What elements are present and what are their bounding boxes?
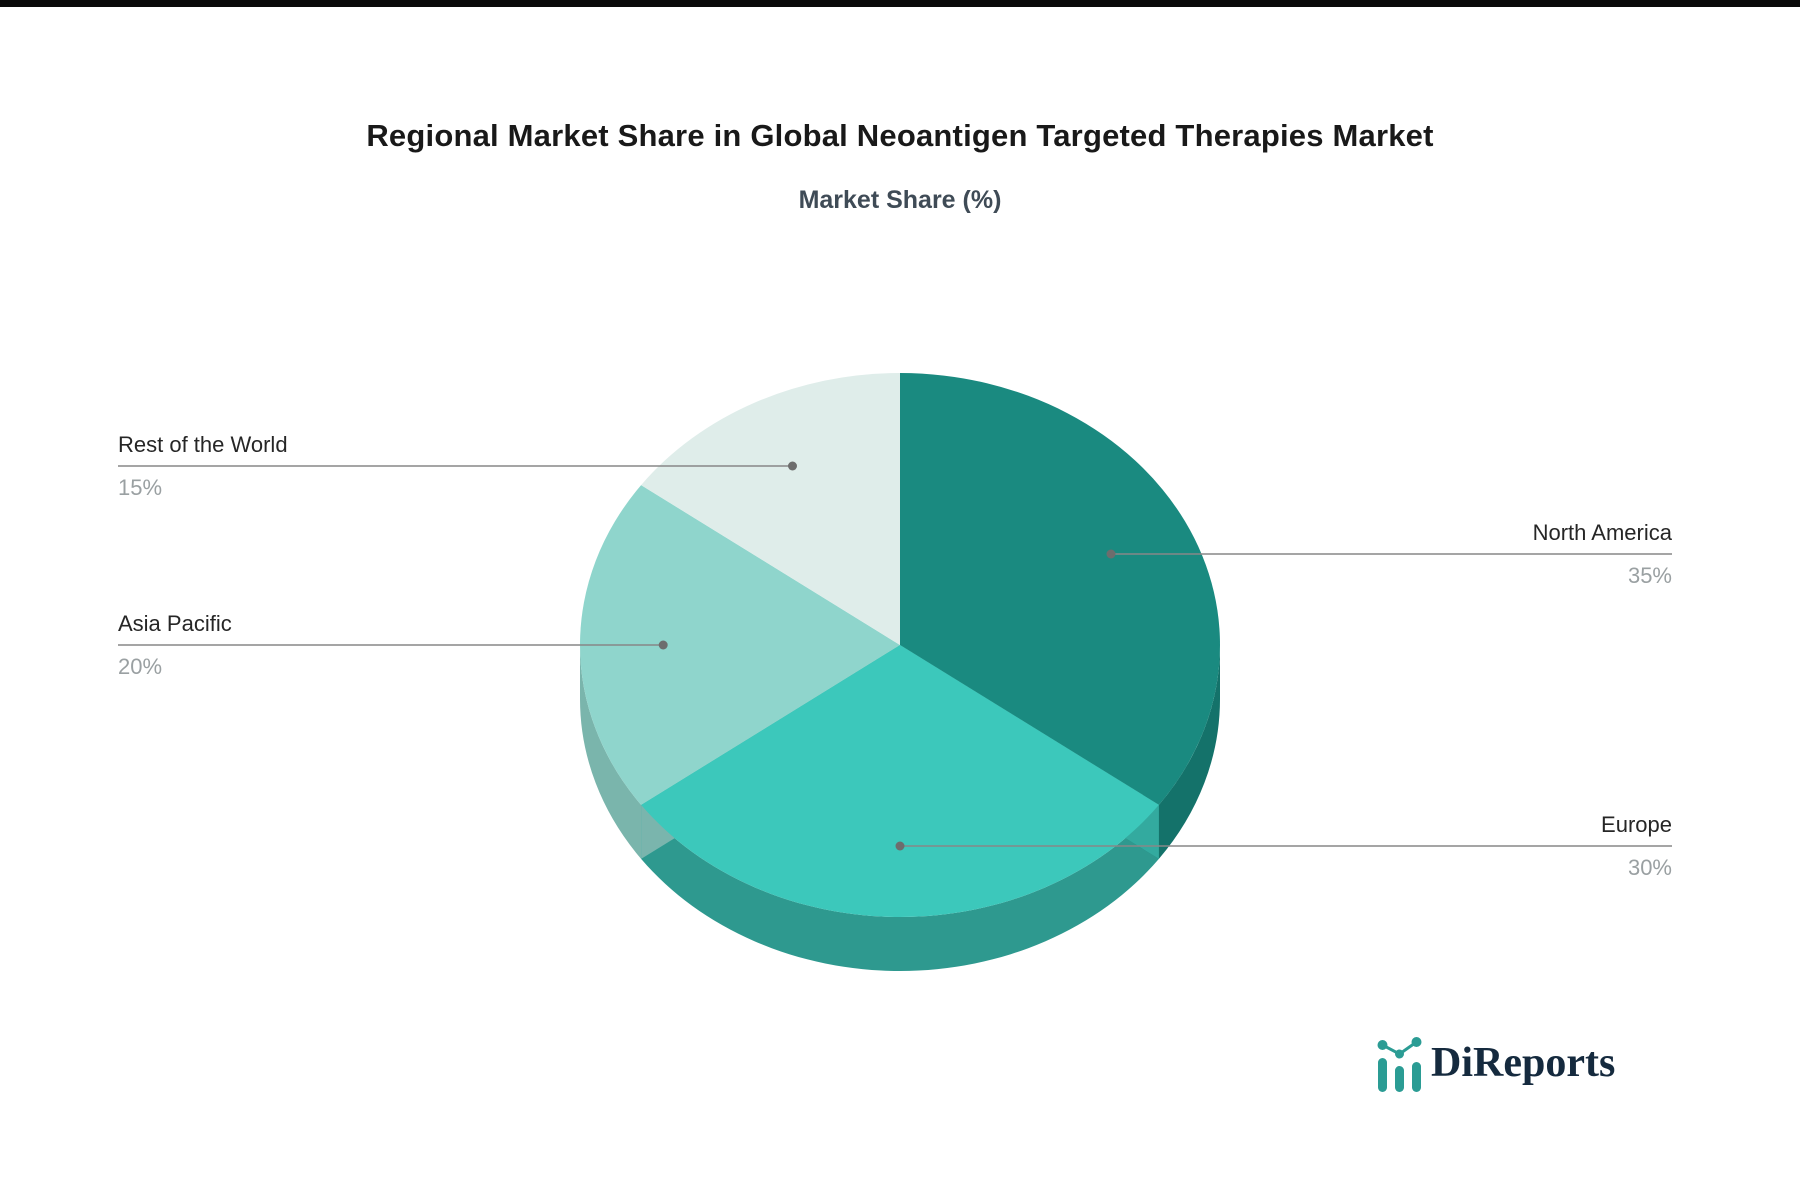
pie-slice-rest-of-the-world[interactable]: [641, 373, 900, 645]
slice-label-rest-of-the-world: Rest of the World: [118, 432, 288, 457]
leader-dot-asia-pacific: [658, 640, 668, 650]
brand-name: DiReports: [1431, 1040, 1616, 1086]
pie-slice-asia-pacific[interactable]: [580, 485, 900, 805]
slice-label-asia-pacific: Asia Pacific: [118, 611, 232, 636]
slice-label-north-america: North America: [1532, 520, 1672, 545]
slice-pct-north-america: 35%: [1627, 563, 1672, 588]
slice-pct-asia-pacific: 20%: [118, 654, 163, 679]
chart-subtitle: Market Share (%): [798, 186, 1002, 214]
pie-slice-europe[interactable]: [641, 645, 1159, 917]
pie-slice-side-europe: [641, 804, 1159, 971]
leader-dot-north-america: [1106, 549, 1116, 559]
slice-pct-rest-of-the-world: 15%: [118, 475, 163, 500]
top-window-edge: [0, 0, 1800, 7]
slice-label-europe: Europe: [1601, 812, 1672, 837]
brand-logo: DiReports: [1376, 1034, 1615, 1092]
leader-dot-europe: [895, 841, 905, 851]
pie-slice-north-america[interactable]: [900, 373, 1220, 805]
chart-title: Regional Market Share in Global Neoantig…: [366, 118, 1434, 153]
pie-slice-side-north-america: [1158, 645, 1220, 859]
bar-chart-trend-icon: [1377, 1037, 1422, 1092]
pie-slice-side-asia-pacific: [580, 645, 642, 859]
leader-dot-rest-of-the-world: [787, 461, 797, 471]
slice-pct-europe: 30%: [1627, 855, 1672, 880]
